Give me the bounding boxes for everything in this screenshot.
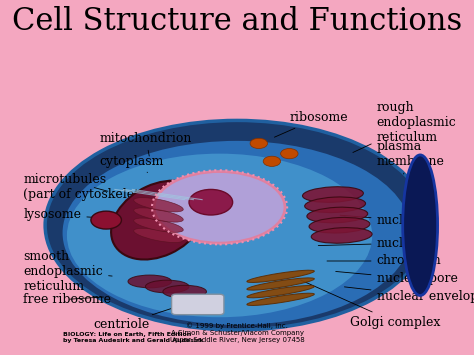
Ellipse shape xyxy=(134,228,183,242)
Circle shape xyxy=(91,211,121,229)
Text: rough
endoplasmic
reticulum: rough endoplasmic reticulum xyxy=(353,102,456,153)
FancyBboxPatch shape xyxy=(172,294,224,315)
Text: Cell Structure and Functions: Cell Structure and Functions xyxy=(12,6,462,37)
Ellipse shape xyxy=(128,275,172,288)
Ellipse shape xyxy=(111,181,206,260)
Text: plasma
membrane: plasma membrane xyxy=(376,140,445,174)
Text: © 1999 by Prentice-Hall, Inc.
A Simon & Schuster/Viacom Company
Upper Saddle Riv: © 1999 by Prentice-Hall, Inc. A Simon & … xyxy=(170,322,304,343)
Circle shape xyxy=(263,156,281,166)
Text: nucleolus: nucleolus xyxy=(318,236,437,250)
Ellipse shape xyxy=(302,187,364,202)
Text: smooth
endoplasmic
reticulum: smooth endoplasmic reticulum xyxy=(23,250,112,293)
Text: nuclear envelope: nuclear envelope xyxy=(345,287,474,303)
Text: free ribosome: free ribosome xyxy=(23,293,111,306)
Ellipse shape xyxy=(305,197,365,213)
Ellipse shape xyxy=(247,270,314,283)
Ellipse shape xyxy=(307,207,368,223)
Ellipse shape xyxy=(134,218,183,232)
Ellipse shape xyxy=(45,120,429,330)
Ellipse shape xyxy=(63,141,411,325)
Text: mitochondrion: mitochondrion xyxy=(100,132,192,156)
Ellipse shape xyxy=(247,293,314,305)
Ellipse shape xyxy=(154,171,285,243)
Text: ribosome: ribosome xyxy=(274,111,348,137)
Text: nucleus: nucleus xyxy=(340,214,425,226)
Ellipse shape xyxy=(247,285,314,298)
Ellipse shape xyxy=(247,278,314,290)
Ellipse shape xyxy=(309,217,370,233)
Text: Golgi complex: Golgi complex xyxy=(301,280,441,329)
Text: chromatin: chromatin xyxy=(327,255,441,268)
Ellipse shape xyxy=(67,154,372,317)
Ellipse shape xyxy=(134,208,183,222)
Ellipse shape xyxy=(311,228,372,243)
Text: nuclear pore: nuclear pore xyxy=(336,272,457,285)
Text: BIOLOGY: Life on Earth, Fifth Edition
by Teresa Audesirk and Gerald Audesirk: BIOLOGY: Life on Earth, Fifth Edition by… xyxy=(63,332,203,343)
Ellipse shape xyxy=(403,155,438,295)
Circle shape xyxy=(250,138,267,148)
Text: lysosome: lysosome xyxy=(23,208,95,222)
Ellipse shape xyxy=(134,198,183,212)
Circle shape xyxy=(281,148,298,159)
Ellipse shape xyxy=(163,285,207,298)
Ellipse shape xyxy=(189,190,233,215)
Text: centriole: centriole xyxy=(93,308,173,332)
Ellipse shape xyxy=(146,280,189,293)
Text: microtubules
(part of cytoskeleton): microtubules (part of cytoskeleton) xyxy=(23,173,160,201)
Text: cytoplasm: cytoplasm xyxy=(100,155,164,173)
